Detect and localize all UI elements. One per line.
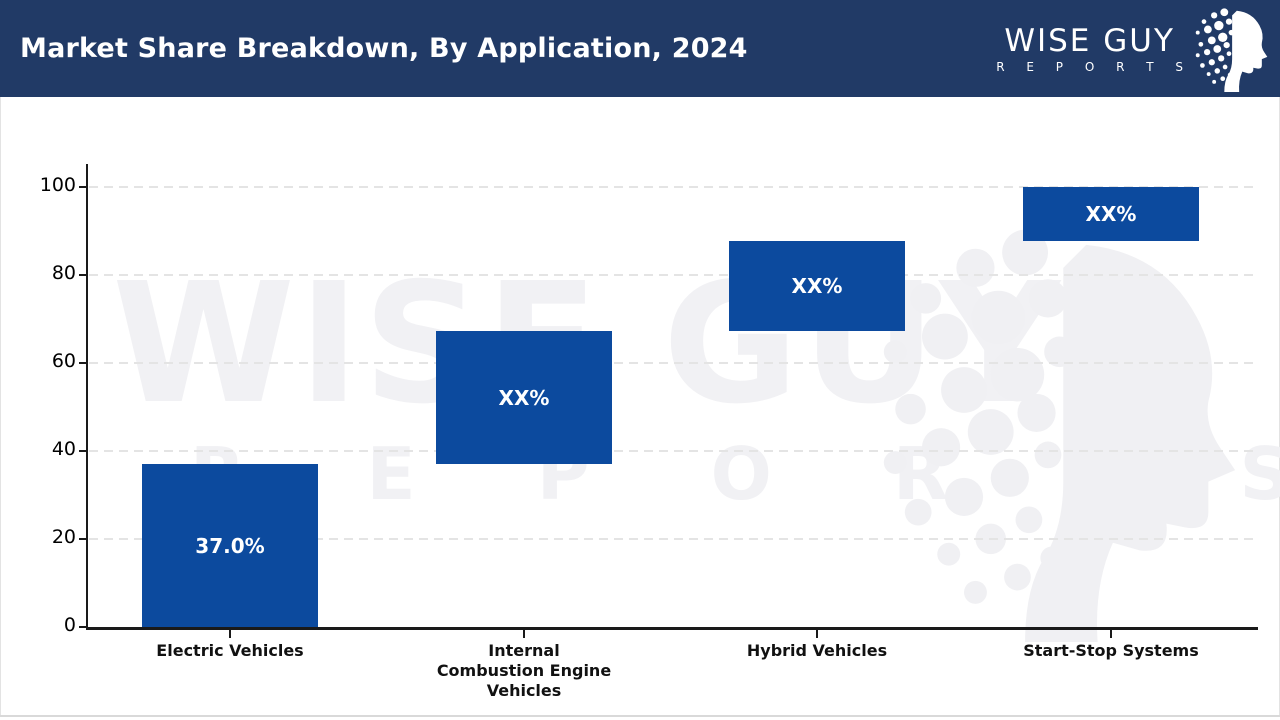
y-tick-mark-100 xyxy=(79,186,88,188)
gridline-80 xyxy=(89,274,1258,276)
header-bar: Market Share Breakdown, By Application, … xyxy=(0,0,1280,97)
x-tick-mark-electric-vehicles xyxy=(229,630,231,638)
y-tick-label-100: 100 xyxy=(39,174,76,196)
x-category-label-line: Start-Stop Systems xyxy=(1023,641,1199,660)
gridline-20 xyxy=(89,538,1258,540)
x-category-label-internal-combustion-engine-vehicles: Internal Combustion Engine Vehicles xyxy=(414,641,634,701)
bar-value-label-hybrid-vehicles: XX% xyxy=(791,273,843,298)
logo-text: WISE GUY R E P O R T S xyxy=(987,24,1192,74)
y-axis-line xyxy=(86,164,88,630)
watermark-head-icon xyxy=(883,229,1236,642)
x-category-label-line: Hybrid Vehicles xyxy=(746,641,888,660)
x-category-label-line: Vehicles xyxy=(486,681,562,700)
bar-start-stop-systems: XX% xyxy=(1023,187,1199,242)
x-category-label-line: Internal xyxy=(488,641,560,660)
x-axis-line xyxy=(86,627,1258,630)
y-tick-label-40: 40 xyxy=(51,438,76,460)
y-tick-mark-40 xyxy=(79,450,88,452)
logo-subtitle: R E P O R T S xyxy=(996,59,1192,74)
x-category-label-line: Electric Vehicles xyxy=(156,641,304,660)
y-tick-mark-20 xyxy=(79,538,88,540)
x-category-label-start-stop-systems: Start-Stop Systems xyxy=(1001,641,1221,661)
bar-hybrid-vehicles: XX% xyxy=(729,241,905,331)
bar-value-label-electric-vehicles: 37.0% xyxy=(195,533,265,558)
x-category-label-line: Combustion Engine xyxy=(436,661,612,680)
y-tick-label-0: 0 xyxy=(63,614,76,636)
bar-electric-vehicles: 37.0% xyxy=(142,464,318,627)
bar-value-label-internal-combustion-engine-vehicles: XX% xyxy=(498,385,550,410)
x-tick-mark-internal-combustion-engine-vehicles xyxy=(523,630,525,638)
y-tick-label-60: 60 xyxy=(51,350,76,372)
wiseguy-head-icon xyxy=(1195,7,1268,92)
gridline-40 xyxy=(89,450,1258,452)
gridline-60 xyxy=(89,362,1258,364)
y-tick-label-80: 80 xyxy=(51,262,76,284)
x-category-label-hybrid-vehicles: Hybrid Vehicles xyxy=(707,641,927,661)
bar-value-label-start-stop-systems: XX% xyxy=(1085,202,1137,227)
logo-wordmark: WISE GUY xyxy=(1004,22,1175,59)
y-tick-mark-60 xyxy=(79,362,88,364)
x-tick-mark-start-stop-systems xyxy=(1110,630,1112,638)
bar-internal-combustion-engine-vehicles: XX% xyxy=(436,330,612,465)
y-tick-mark-80 xyxy=(79,274,88,276)
x-category-label-electric-vehicles: Electric Vehicles xyxy=(120,641,340,661)
bottom-divider xyxy=(0,715,1280,717)
y-tick-mark-0 xyxy=(79,626,88,628)
page-title: Market Share Breakdown, By Application, … xyxy=(20,33,748,64)
x-tick-mark-hybrid-vehicles xyxy=(816,630,818,638)
gridline-100 xyxy=(89,186,1258,188)
wiseguy-logo: WISE GUY R E P O R T S xyxy=(987,6,1280,92)
y-tick-label-20: 20 xyxy=(51,526,76,548)
